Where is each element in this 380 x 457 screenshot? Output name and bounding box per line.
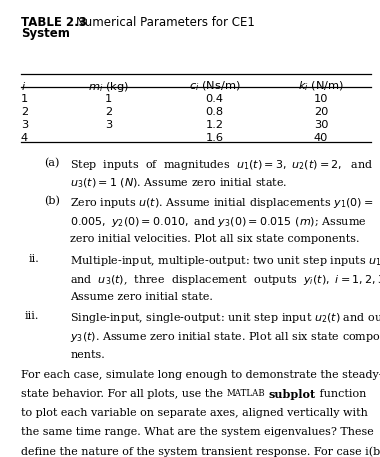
Text: $0.005,\ y_2(0) = 0.010,$ and $y_3(0) = 0.015\ (m)$; Assume: $0.005,\ y_2(0) = 0.010,$ and $y_3(0) = … xyxy=(70,215,367,229)
Text: 3: 3 xyxy=(105,120,112,130)
Text: state behavior. For all plots, use the: state behavior. For all plots, use the xyxy=(21,389,226,399)
Text: subplot: subplot xyxy=(269,389,316,400)
Text: Assume zero initial state.: Assume zero initial state. xyxy=(70,292,213,302)
Text: System: System xyxy=(21,27,70,40)
Text: 30: 30 xyxy=(314,120,328,130)
Text: 20: 20 xyxy=(314,107,328,117)
Text: $u_3(t) = 1\ (N)$. Assume zero initial state.: $u_3(t) = 1\ (N)$. Assume zero initial s… xyxy=(70,177,288,191)
Text: 2: 2 xyxy=(105,107,112,117)
Text: Single-input, single-output: unit step input $u_2(t)$ and output: Single-input, single-output: unit step i… xyxy=(70,311,380,325)
Text: zero initial velocities. Plot all six state components.: zero initial velocities. Plot all six st… xyxy=(70,234,360,244)
Text: define the nature of the system transient response. For case i(b): define the nature of the system transien… xyxy=(21,446,380,457)
Text: 40: 40 xyxy=(314,133,328,143)
Text: $m_i$ (kg): $m_i$ (kg) xyxy=(88,80,129,94)
Text: 2: 2 xyxy=(21,107,28,117)
Text: $k_i$ (N/m): $k_i$ (N/m) xyxy=(298,80,344,93)
Text: 1: 1 xyxy=(105,94,112,104)
Text: 1.2: 1.2 xyxy=(206,120,224,130)
Text: 0.8: 0.8 xyxy=(206,107,224,117)
Text: iii.: iii. xyxy=(25,311,39,321)
Text: Multiple-input, multiple-output: two unit step inputs $u_1(t)$: Multiple-input, multiple-output: two uni… xyxy=(70,254,380,268)
Text: nents.: nents. xyxy=(70,350,105,360)
Text: $y_3(t)$. Assume zero initial state. Plot all six state compo-: $y_3(t)$. Assume zero initial state. Plo… xyxy=(70,330,380,345)
Text: Zero inputs $u(t)$. Assume initial displacements $y_1(0) =$: Zero inputs $u(t)$. Assume initial displ… xyxy=(70,196,374,210)
Text: 4: 4 xyxy=(21,133,28,143)
Text: (b): (b) xyxy=(44,196,60,207)
Text: MATLAB: MATLAB xyxy=(226,389,265,398)
Text: For each case, simulate long enough to demonstrate the steady-: For each case, simulate long enough to d… xyxy=(21,370,380,380)
Text: 0.4: 0.4 xyxy=(206,94,224,104)
Text: 3: 3 xyxy=(21,120,28,130)
Text: 10: 10 xyxy=(314,94,328,104)
Text: $c_i$ (Ns/m): $c_i$ (Ns/m) xyxy=(189,80,241,93)
Text: 1.6: 1.6 xyxy=(206,133,224,143)
Text: the same time range. What are the system eigenvalues? These: the same time range. What are the system… xyxy=(21,427,374,437)
Text: Numerical Parameters for CE1: Numerical Parameters for CE1 xyxy=(76,16,255,29)
Text: to plot each variable on separate axes, aligned vertically with: to plot each variable on separate axes, … xyxy=(21,408,368,418)
Text: (a): (a) xyxy=(44,158,59,168)
Text: ii.: ii. xyxy=(28,254,39,264)
Text: $i$: $i$ xyxy=(21,80,26,91)
Text: 1: 1 xyxy=(21,94,28,104)
Text: TABLE 2.3: TABLE 2.3 xyxy=(21,16,87,29)
Text: and  $u_3(t)$,  three  displacement  outputs  $y_i(t),\ i = 1, 2, 3.$: and $u_3(t)$, three displacement outputs… xyxy=(70,273,380,287)
Text: Step  inputs  of  magnitudes  $u_1(t) = 3,\ u_2(t) = 2,$  and: Step inputs of magnitudes $u_1(t) = 3,\ … xyxy=(70,158,373,172)
Text: function: function xyxy=(316,389,366,399)
